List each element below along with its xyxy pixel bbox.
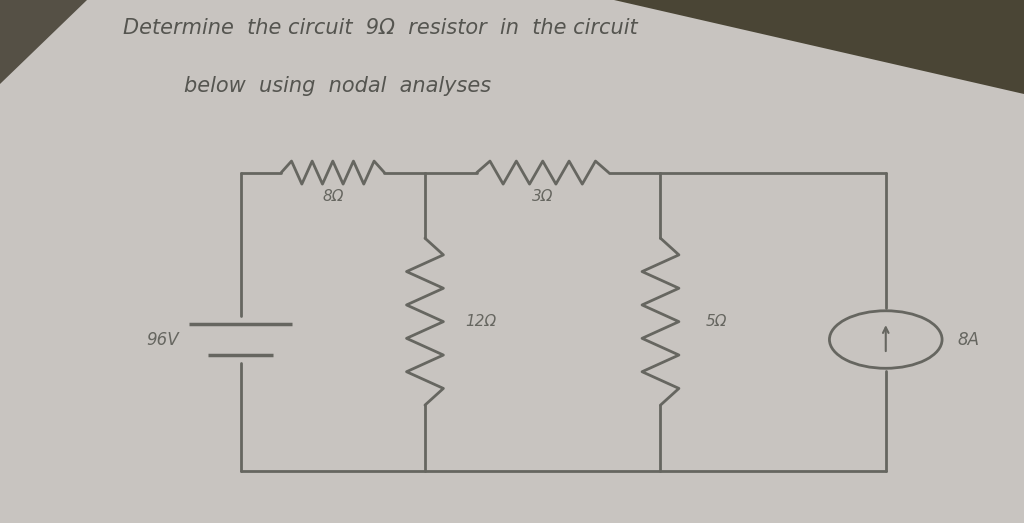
Text: 5Ω: 5Ω — [707, 314, 727, 329]
Text: below  using  nodal  analyses: below using nodal analyses — [184, 76, 492, 96]
Text: Determine  the circuit  9Ω  resistor  in  the circuit: Determine the circuit 9Ω resistor in the… — [123, 18, 638, 38]
Text: 96V: 96V — [146, 331, 179, 348]
Polygon shape — [0, 0, 87, 84]
Text: 12Ω: 12Ω — [466, 314, 497, 329]
Text: 8Ω: 8Ω — [323, 189, 343, 203]
Polygon shape — [614, 0, 1024, 94]
Text: 8A: 8A — [957, 331, 979, 348]
Text: 3Ω: 3Ω — [532, 189, 553, 203]
